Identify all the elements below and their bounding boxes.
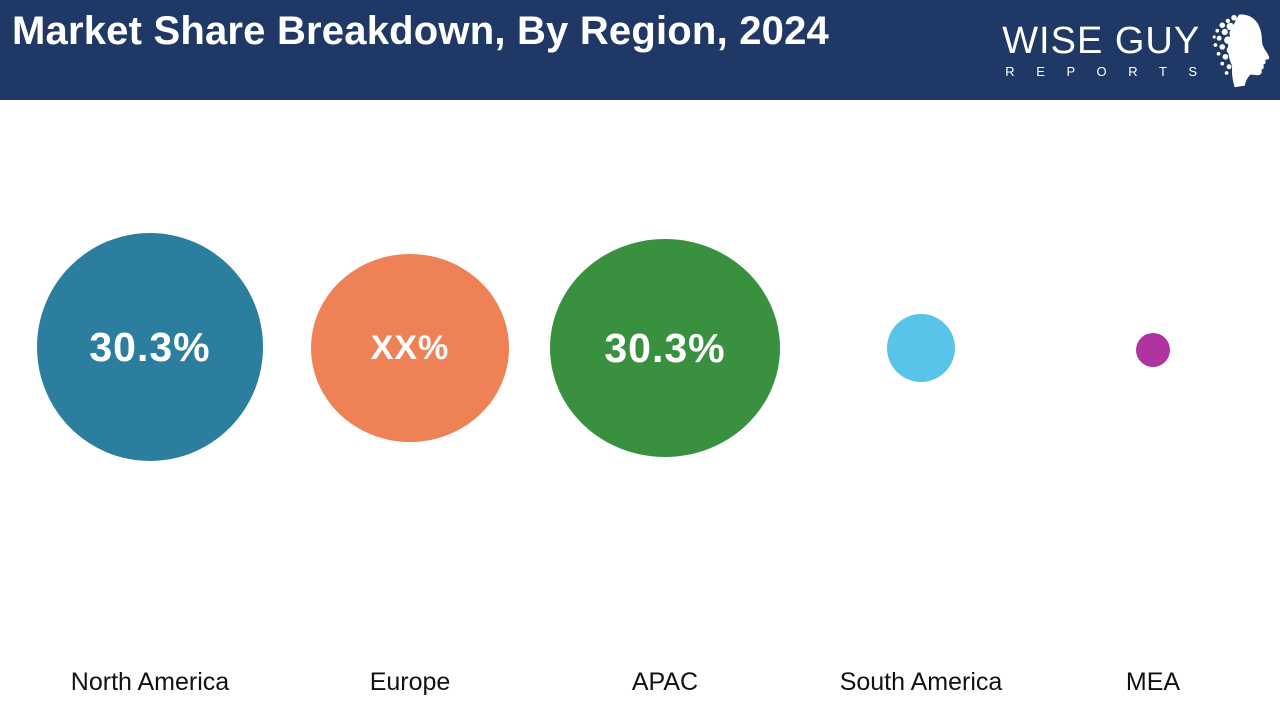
header-bar: Market Share Breakdown, By Region, 2024 … [0, 0, 1280, 100]
chart-title: Market Share Breakdown, By Region, 2024 [12, 9, 829, 53]
region-label-europe: Europe [369, 668, 451, 696]
region-label-north-america: North America [70, 668, 230, 696]
brand-name: WISE GUY [1002, 20, 1201, 63]
bubble-europe[interactable]: XX% [311, 254, 509, 442]
brand-subtitle: R E P O R T S [1005, 63, 1206, 79]
bubble-apac[interactable]: 30.3% [550, 239, 780, 457]
region-label-mea: MEA [1125, 668, 1181, 696]
brand-logo: WISE GUY R E P O R T S [1002, 4, 1270, 96]
label-row: North America Europe APAC South America MEA [0, 668, 1280, 704]
bubble-south-america[interactable] [887, 314, 955, 382]
bubble-value-label: 30.3% [604, 324, 726, 371]
brand-logo-text: WISE GUY R E P O R T S [1002, 20, 1206, 79]
bubble-value-label: XX% [370, 328, 450, 367]
bubble-value-label: 30.3% [89, 323, 211, 370]
brand-head-icon [1212, 14, 1270, 88]
bubble-north-america[interactable]: 30.3% [37, 233, 263, 461]
bubble-mea[interactable] [1136, 333, 1170, 367]
region-label-south-america: South America [839, 668, 1003, 696]
region-label-apac: APAC [631, 668, 699, 696]
